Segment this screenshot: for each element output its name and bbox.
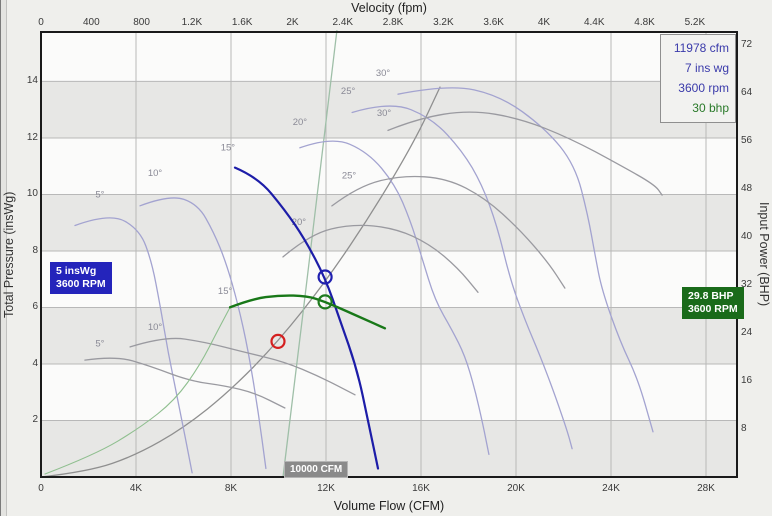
xb-tick-label: 20K: [507, 483, 525, 494]
xb-tick-label: 12K: [317, 483, 335, 494]
xt-tick-label: 2.4K: [332, 17, 354, 28]
power-badge-line2: 3600 RPM: [688, 303, 738, 315]
xb-tick-label: 16K: [412, 483, 430, 494]
yr-tick-label: 32: [741, 279, 753, 291]
right-axis-title: Input Power (BHP): [757, 202, 771, 307]
xt-tick-label: 4.8K: [634, 17, 655, 28]
pressure-band: [41, 307, 737, 364]
yl-tick-label: 12: [26, 131, 38, 143]
pressure-band: [41, 194, 737, 251]
yr-tick-label: 16: [741, 375, 753, 387]
pressure-curve-30deg: [397, 87, 654, 433]
selection-legend: 11978 cfm 7 ins wg 3600 rpm 30 bhp: [660, 34, 736, 123]
legend-line-3: 30 bhp: [692, 101, 729, 115]
pressure-curve-20deg-label: 20°: [293, 117, 308, 128]
yl-tick-label: 4: [32, 357, 38, 369]
yr-tick-label: 24: [741, 327, 753, 339]
power-curve-30deg-label: 30°: [377, 108, 392, 119]
system-curve: [40, 86, 441, 478]
xt-tick-label: 2.8K: [382, 17, 404, 28]
yr-tick-label: 8: [741, 423, 747, 435]
pressure-curve-20deg: [299, 140, 490, 456]
xt-tick-label: 5.2K: [684, 17, 706, 28]
xb-tick-label: 0: [38, 483, 44, 494]
top-axis-title: Velocity (fpm): [351, 1, 427, 15]
power-curve-25deg: [331, 175, 566, 289]
xb-tick-label: 28K: [697, 483, 715, 494]
yr-tick-label: 56: [741, 135, 753, 147]
plot-border: [40, 31, 738, 478]
pressure-band: [41, 420, 737, 477]
xt-tick-label: 0: [38, 17, 44, 28]
pressure-band: [41, 81, 737, 138]
power-curve-25deg-label: 25°: [342, 170, 357, 181]
xt-tick-label: 3.2K: [433, 17, 454, 28]
xt-tick-label: 800: [133, 17, 150, 28]
yl-tick-label: 8: [32, 244, 38, 256]
xb-tick-label: 24K: [602, 483, 620, 494]
yr-tick-label: 72: [741, 39, 753, 51]
pressure-curve-10deg-label: 10°: [148, 168, 163, 179]
pressure-curve-5deg: [74, 217, 193, 474]
duty-point-marker[interactable]: [270, 333, 286, 349]
legend-line-1: 7 ins wg: [684, 61, 729, 75]
xt-tick-label: 1.2K: [181, 17, 203, 28]
yl-tick-label: 2: [32, 414, 38, 426]
power-curve-15deg-rise: [44, 306, 231, 475]
pressure-curve-25deg-label: 25°: [341, 86, 356, 97]
selected-power-curve-15deg: [228, 294, 387, 330]
pressure-curve-30deg-label: 30°: [376, 68, 391, 79]
operating-point-pressure-marker[interactable]: [317, 269, 333, 285]
power-badge-line1: 29.8 BHP: [688, 290, 734, 302]
yl-tick-label: 14: [26, 75, 38, 87]
xb-tick-label: 4K: [129, 483, 143, 494]
xt-tick-label: 1.6K: [231, 17, 253, 28]
xt-tick-label: 400: [82, 17, 100, 28]
pressure-curve-5deg-label: 5°: [95, 189, 104, 200]
power-curve-30deg: [387, 111, 663, 196]
xt-tick-label: 3.6K: [483, 17, 504, 28]
yr-tick-label: 48: [741, 183, 753, 195]
power-curve-20deg: [282, 224, 479, 293]
xt-tick-label: 4.4K: [583, 17, 605, 28]
pressure-badge: 5 insWg 3600 RPM: [50, 262, 112, 294]
pressure-badge-line2: 3600 RPM: [56, 278, 106, 290]
power-curve-10deg: [129, 337, 356, 396]
legend-line-2: 3600 rpm: [678, 81, 729, 95]
power-badge: 29.8 BHP 3600 RPM: [682, 287, 744, 319]
flow-marker-line-10000cfm: [282, 29, 338, 478]
yl-tick-label: 10: [26, 188, 38, 200]
selected-pressure-curve-15deg: [233, 166, 380, 470]
xt-tick-label: 4K: [537, 17, 551, 28]
xb-tick-label: 8K: [224, 483, 238, 494]
yl-tick-label: 6: [32, 301, 38, 313]
selected-pressure-curve-15deg-label: 15°: [221, 143, 236, 154]
left-gutter: [0, 0, 7, 516]
flow-badge: 10000 CFM: [284, 461, 349, 478]
pressure-badge-line1: 5 insWg: [56, 265, 97, 277]
power-curve-20deg-label: 20°: [292, 217, 307, 228]
yr-tick-label: 64: [741, 87, 753, 99]
yr-tick-label: 40: [741, 231, 753, 243]
power-curve-5deg: [84, 357, 286, 409]
selected-power-curve-15deg-label: 15°: [218, 286, 233, 297]
power-curve-10deg-label: 10°: [148, 322, 163, 333]
bottom-axis-title: Volume Flow (CFM): [333, 499, 445, 513]
legend-line-0: 11978 cfm: [673, 41, 729, 55]
operating-point-power-marker[interactable]: [317, 294, 333, 310]
pressure-curve-25deg: [351, 105, 573, 450]
power-curve-5deg-label: 5°: [95, 338, 104, 349]
pressure-curve-10deg: [139, 197, 267, 470]
xt-tick-label: 2K: [286, 17, 299, 28]
